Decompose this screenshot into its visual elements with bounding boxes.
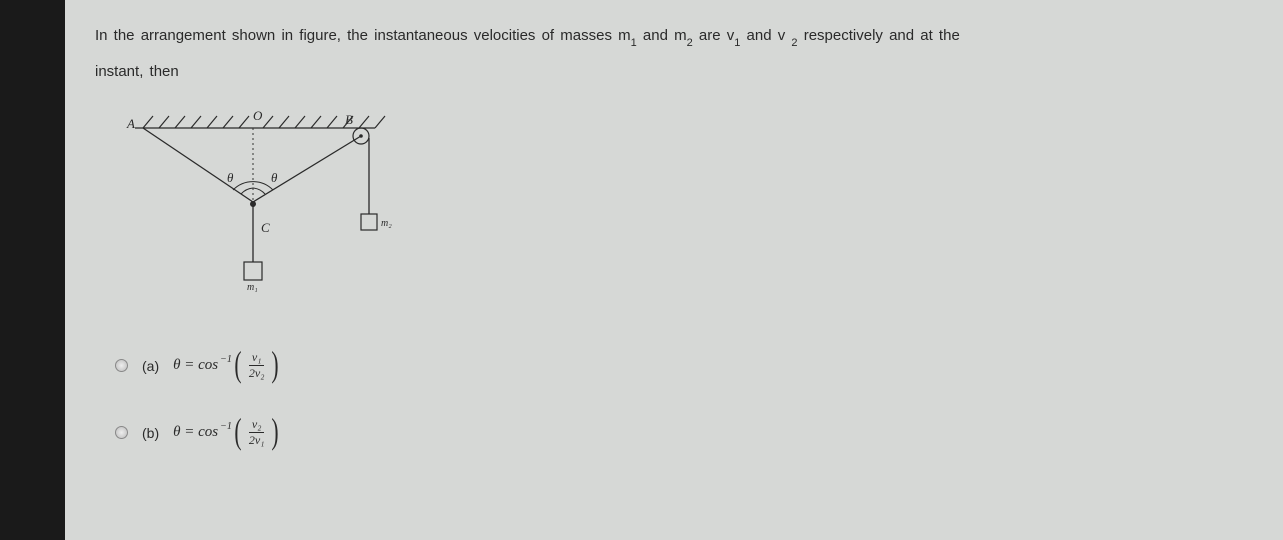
option-a[interactable]: (a) θ = cos −1 ( v₁ 2v₂ ) xyxy=(115,350,1253,381)
left-sidebar xyxy=(0,0,65,540)
option-b-label: (b) xyxy=(142,425,159,441)
content-area: In the arrangement shown in figure, the … xyxy=(65,0,1283,540)
rparen-icon: ) xyxy=(272,350,279,379)
theta-left: θ xyxy=(227,170,233,186)
q-line1-part2: and m xyxy=(637,27,687,44)
rparen-icon: ) xyxy=(272,417,279,446)
q-m2-sub: 2 xyxy=(687,37,693,49)
option-b-formula: θ = cos −1 ( v₂ 2v₁ ) xyxy=(173,417,281,448)
q-m1-sub: 1 xyxy=(631,37,637,49)
label-A: A xyxy=(127,116,135,132)
opt-b-exp: −1 xyxy=(220,421,232,432)
q-line2: instant, then xyxy=(95,63,179,80)
label-C: C xyxy=(261,220,270,236)
label-O: O xyxy=(253,108,262,124)
q-line1-part3: are v xyxy=(693,27,735,44)
option-a-formula: θ = cos −1 ( v₁ 2v₂ ) xyxy=(173,350,281,381)
q-line1-part1: In the arrangement shown in figure, the … xyxy=(95,27,631,44)
opt-b-den: 2v₁ xyxy=(246,433,268,448)
radio-a[interactable] xyxy=(115,359,128,372)
q-line1-part5: respectively and at the xyxy=(798,27,960,44)
theta-right: θ xyxy=(271,170,277,186)
opt-a-exp: −1 xyxy=(220,354,232,365)
opt-a-den: 2v₂ xyxy=(246,366,268,381)
opt-a-frac: v₁ 2v₂ xyxy=(246,350,268,381)
diagram: A O B θ θ C m₁ m₂ xyxy=(125,110,405,310)
option-a-label: (a) xyxy=(142,358,159,374)
opt-a-num: v₁ xyxy=(249,350,265,366)
q-v2-sub: 2 xyxy=(791,37,797,49)
question-text: In the arrangement shown in figure, the … xyxy=(95,18,1253,90)
radio-b[interactable] xyxy=(115,426,128,439)
q-v1-sub: 1 xyxy=(734,37,740,49)
lparen-icon: ( xyxy=(234,417,241,446)
label-B: B xyxy=(345,112,353,128)
opt-b-lhs: θ = cos xyxy=(173,424,218,441)
opt-b-frac: v₂ 2v₁ xyxy=(246,417,268,448)
q-line1-part4: and v xyxy=(740,27,791,44)
mass1-label: m₁ xyxy=(247,282,258,293)
options-block: (a) θ = cos −1 ( v₁ 2v₂ ) (b) θ = cos −1… xyxy=(115,350,1253,448)
opt-b-num: v₂ xyxy=(249,417,265,433)
lparen-icon: ( xyxy=(234,350,241,379)
diagram-svg xyxy=(125,110,405,310)
opt-a-lhs: θ = cos xyxy=(173,357,218,374)
mass2-label: m₂ xyxy=(381,218,392,229)
option-b[interactable]: (b) θ = cos −1 ( v₂ 2v₁ ) xyxy=(115,417,1253,448)
